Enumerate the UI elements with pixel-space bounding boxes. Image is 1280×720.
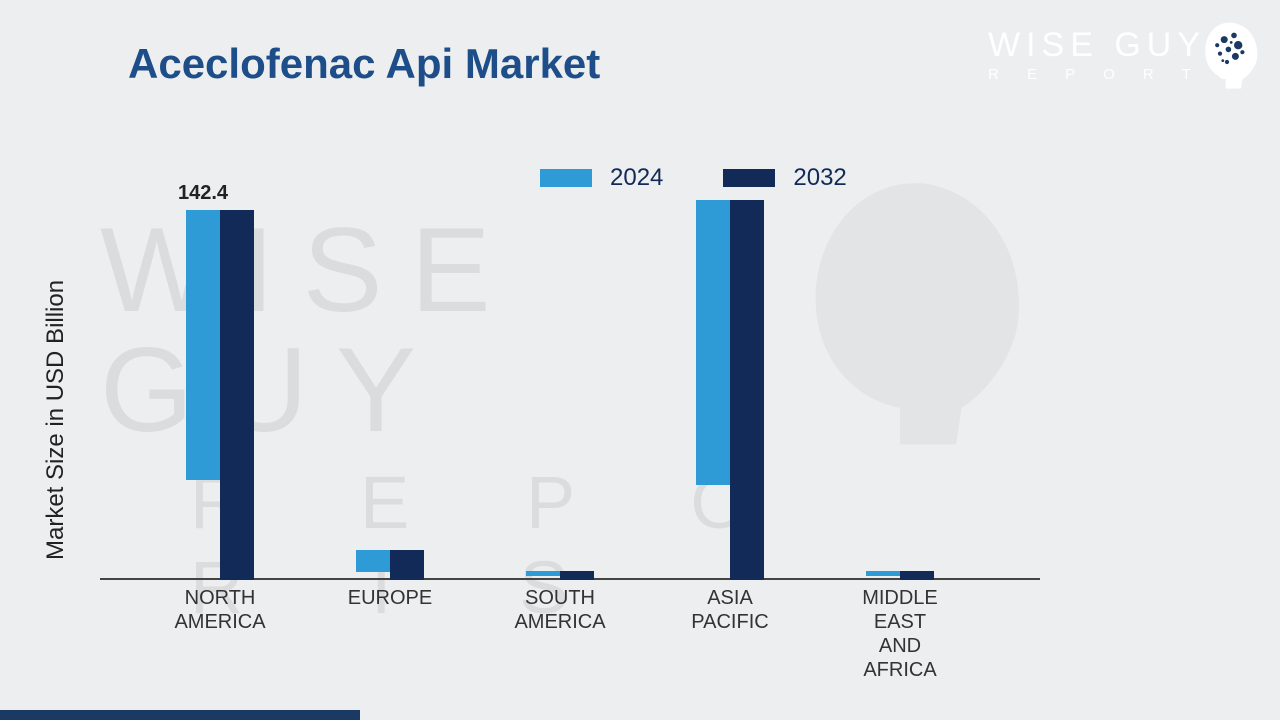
category-labels: NORTHAMERICA EUROPE SOUTHAMERICA ASIAPACIFI… xyxy=(100,586,1040,706)
bar xyxy=(526,571,560,577)
legend-swatch-2032 xyxy=(723,169,775,187)
legend: 2024 2032 xyxy=(540,164,847,192)
category-label: NORTHAMERICA xyxy=(150,586,290,634)
logo-head-icon xyxy=(1192,20,1262,90)
legend-item-2032: 2032 xyxy=(723,164,846,192)
bar-group xyxy=(670,200,790,580)
bar-group xyxy=(500,571,620,581)
legend-label-2024: 2024 xyxy=(610,164,663,192)
chart-canvas: WISE GUY R E P O R T S WISE GUY R E P O … xyxy=(0,0,1280,720)
bar xyxy=(900,571,934,581)
category-label: SOUTHAMERICA xyxy=(490,586,630,634)
bar-group xyxy=(330,550,450,580)
legend-swatch-2024 xyxy=(540,169,592,187)
plot-area: 142.4 xyxy=(100,200,1040,580)
bar xyxy=(390,550,424,580)
category-label: MIDDLEEASTANDAFRICA xyxy=(830,586,970,682)
y-axis-label: Market Size in USD Billion xyxy=(42,280,70,560)
bar xyxy=(356,550,390,573)
bar: 142.4 xyxy=(186,210,220,481)
category-label: EUROPE xyxy=(320,586,460,610)
bar xyxy=(560,571,594,581)
bottom-accent-bar xyxy=(0,710,360,720)
chart-title: Aceclofenac Api Market xyxy=(128,40,600,88)
bar xyxy=(696,200,730,485)
bar xyxy=(866,571,900,577)
bar xyxy=(220,210,254,581)
legend-item-2024: 2024 xyxy=(540,164,663,192)
bar xyxy=(730,200,764,580)
legend-label-2032: 2032 xyxy=(793,164,846,192)
bar-group: 142.4 xyxy=(160,210,280,581)
bar-group xyxy=(840,571,960,581)
bar-value-label: 142.4 xyxy=(178,182,228,205)
category-label: ASIAPACIFIC xyxy=(660,586,800,634)
